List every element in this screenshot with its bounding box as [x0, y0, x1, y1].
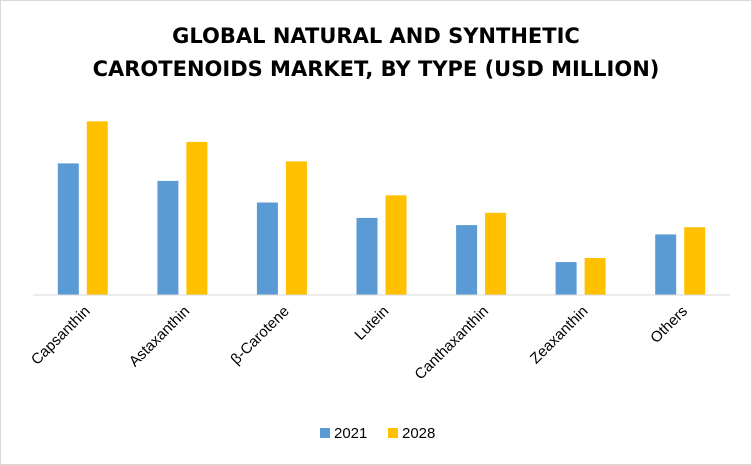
x-tick-label-6: Zeaxanthin — [527, 303, 592, 368]
legend-swatch-2021 — [320, 428, 330, 438]
x-tick-label-5: Canthaxanthin — [411, 303, 491, 383]
legend-label-2028: 2028 — [402, 425, 435, 442]
x-tick-label-3: β-Carotene — [227, 303, 292, 368]
bar-2028-7 — [684, 227, 706, 295]
bar-2028-4 — [385, 195, 407, 295]
chart-title-line-2: CAROTENOIDS MARKET, BY TYPE (USD MILLION… — [92, 57, 660, 81]
bar-2021-3 — [256, 202, 278, 295]
bar-2021-2 — [157, 180, 179, 295]
legend-swatch-2028 — [388, 428, 398, 438]
bar-2021-1 — [57, 163, 79, 295]
x-tick-label-2: Astaxanthin — [126, 303, 193, 370]
bar-2028-1 — [86, 121, 108, 295]
chart-title: GLOBAL NATURAL AND SYNTHETIC CAROTENOIDS… — [0, 20, 752, 86]
bar-2028-5 — [485, 212, 507, 295]
bar-2028-3 — [285, 161, 307, 295]
bar-2021-7 — [655, 234, 677, 295]
bar-2021-4 — [356, 217, 378, 295]
bar-2021-5 — [456, 225, 478, 295]
bar-2021-6 — [555, 262, 577, 295]
x-tick-label-1: Capsanthin — [28, 303, 94, 369]
x-tick-label-7: Others — [647, 303, 691, 347]
legend-label-2021: 2021 — [334, 425, 367, 442]
bar-2028-6 — [584, 258, 606, 295]
x-tick-label-4: Lutein — [351, 303, 392, 344]
bar-2028-2 — [186, 141, 208, 295]
chart-title-line-1: GLOBAL NATURAL AND SYNTHETIC — [172, 24, 580, 48]
